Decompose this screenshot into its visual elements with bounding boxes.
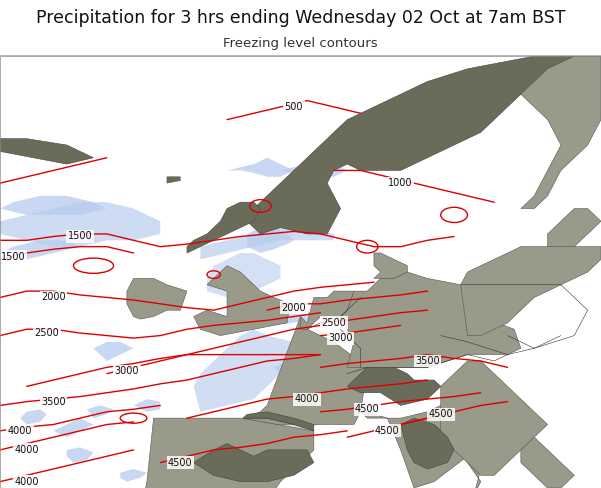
Text: Precipitation for 3 hrs ending Wednesday 02 Oct at 7am BST: Precipitation for 3 hrs ending Wednesday… (35, 9, 566, 27)
Polygon shape (441, 361, 548, 475)
Polygon shape (401, 418, 454, 469)
Polygon shape (194, 444, 314, 482)
Text: 4500: 4500 (355, 404, 380, 414)
Polygon shape (133, 399, 160, 412)
Polygon shape (361, 406, 481, 488)
Polygon shape (374, 253, 407, 279)
Text: 4500: 4500 (375, 426, 400, 436)
Polygon shape (194, 329, 294, 412)
Polygon shape (120, 469, 147, 482)
Text: 4000: 4000 (14, 445, 39, 455)
Polygon shape (341, 272, 521, 367)
Text: 1500: 1500 (1, 252, 26, 262)
Polygon shape (0, 202, 160, 246)
Polygon shape (240, 56, 601, 234)
Text: 4000: 4000 (295, 394, 319, 404)
Polygon shape (300, 291, 354, 329)
Text: 4500: 4500 (429, 409, 453, 419)
Polygon shape (207, 253, 281, 298)
Text: Freezing level contours: Freezing level contours (223, 37, 378, 50)
Polygon shape (94, 342, 133, 361)
Polygon shape (243, 412, 314, 431)
Polygon shape (240, 310, 314, 329)
Polygon shape (548, 208, 601, 246)
Text: 4000: 4000 (14, 477, 39, 487)
Text: 3000: 3000 (115, 366, 139, 376)
Polygon shape (140, 418, 314, 488)
Polygon shape (0, 196, 107, 215)
Polygon shape (274, 361, 307, 374)
Text: 3500: 3500 (415, 356, 440, 366)
Text: 1000: 1000 (388, 178, 413, 188)
Polygon shape (194, 265, 290, 336)
Polygon shape (67, 447, 94, 463)
Polygon shape (167, 177, 180, 183)
Text: 2500: 2500 (34, 328, 59, 338)
Polygon shape (521, 56, 601, 208)
Text: 3500: 3500 (41, 397, 66, 407)
Polygon shape (347, 367, 441, 406)
Polygon shape (20, 409, 47, 425)
Polygon shape (0, 240, 80, 259)
Text: 500: 500 (284, 102, 303, 112)
Polygon shape (243, 317, 367, 425)
Polygon shape (127, 279, 187, 319)
Text: 2000: 2000 (281, 303, 306, 313)
Text: 2000: 2000 (41, 292, 66, 303)
Polygon shape (461, 246, 601, 336)
Text: 4500: 4500 (168, 458, 192, 468)
Polygon shape (53, 418, 94, 437)
Text: 3000: 3000 (328, 333, 353, 343)
Polygon shape (0, 139, 94, 164)
Polygon shape (247, 227, 294, 253)
Text: 4000: 4000 (8, 426, 32, 436)
Polygon shape (187, 202, 260, 253)
Polygon shape (281, 164, 347, 177)
Polygon shape (267, 412, 334, 437)
Text: 1500: 1500 (68, 231, 93, 242)
Polygon shape (227, 158, 294, 177)
Polygon shape (87, 406, 114, 418)
Polygon shape (200, 227, 334, 259)
Polygon shape (521, 437, 575, 488)
Text: 2500: 2500 (322, 318, 346, 328)
